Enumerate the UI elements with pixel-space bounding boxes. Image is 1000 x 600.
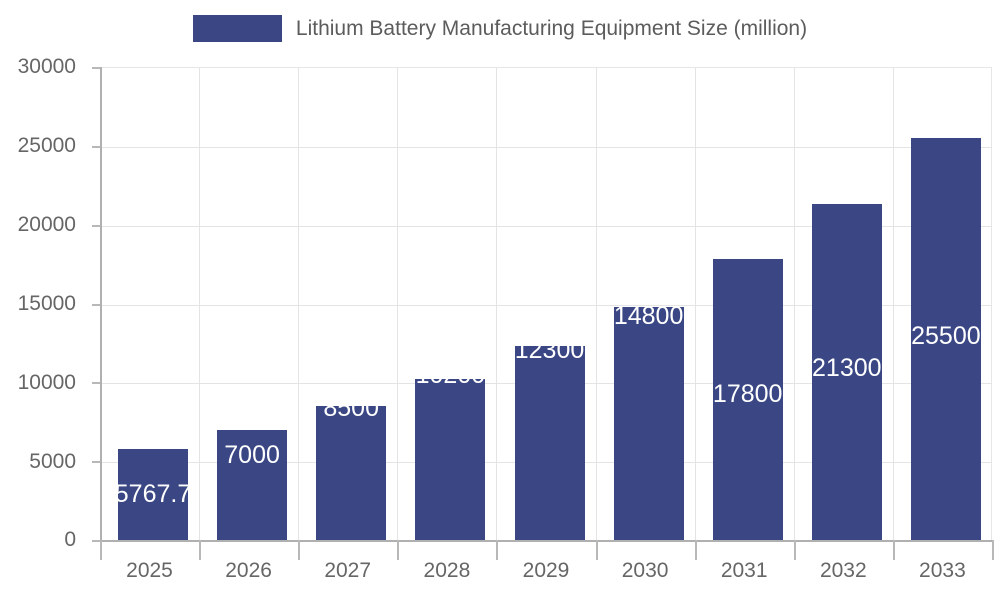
y-tick-mark xyxy=(92,303,100,306)
x-tick-label: 2027 xyxy=(324,559,372,582)
bar-2033[interactable] xyxy=(910,137,981,540)
x-tick-mark xyxy=(496,540,499,560)
x-tick-label: 2032 xyxy=(819,559,867,582)
gridline-vertical xyxy=(793,68,795,541)
legend-item-lithium-battery[interactable]: Lithium Battery Manufacturing Equipment … xyxy=(192,14,808,42)
gridline-vertical xyxy=(496,68,498,541)
bar-2026[interactable] xyxy=(217,429,288,540)
gridline-vertical xyxy=(199,68,201,541)
x-tick-label: 2028 xyxy=(423,559,471,582)
y-tick-label: 0 xyxy=(64,528,76,551)
y-tick-label: 5000 xyxy=(29,450,76,473)
x-tick-label: 2030 xyxy=(621,559,669,582)
y-tick-label: 25000 xyxy=(17,134,76,157)
chart-legend: Lithium Battery Manufacturing Equipment … xyxy=(0,0,1000,56)
y-tick-mark xyxy=(92,145,100,148)
x-tick-label: 2026 xyxy=(225,559,272,582)
x-tick-mark xyxy=(992,540,994,560)
legend-item-label: Lithium Battery Manufacturing Equipment … xyxy=(295,16,808,40)
x-axis-line xyxy=(100,540,992,542)
y-tick-mark xyxy=(92,382,100,385)
y-tick-mark xyxy=(92,461,100,464)
x-tick-label: 2031 xyxy=(720,559,768,582)
y-tick-mark xyxy=(92,540,100,542)
gridline-vertical xyxy=(892,68,894,541)
gridline-horizontal xyxy=(100,146,992,148)
x-tick-mark xyxy=(100,540,102,560)
x-tick-mark xyxy=(595,540,598,560)
bar-2029[interactable] xyxy=(514,346,585,540)
x-tick-mark xyxy=(793,540,796,560)
x-tick-mark xyxy=(892,540,895,560)
y-axis-labels: 30000 25000 20000 15000 10000 5000 0 xyxy=(0,0,88,600)
bar-2027[interactable] xyxy=(316,405,387,540)
bar-2025[interactable] xyxy=(118,449,188,540)
bar-2028[interactable] xyxy=(415,379,486,540)
x-tick-label: 2025 xyxy=(126,559,173,582)
gridline-vertical xyxy=(298,68,300,541)
x-tick-mark xyxy=(397,540,400,560)
x-tick-mark xyxy=(694,540,697,560)
y-tick-label: 15000 xyxy=(17,292,76,315)
gridline-horizontal xyxy=(100,304,992,306)
gridline-vertical xyxy=(694,68,696,541)
y-axis-line xyxy=(100,67,102,540)
x-tick-label: 2033 xyxy=(919,559,966,582)
gridline-horizontal xyxy=(100,225,992,227)
x-tick-mark xyxy=(298,540,301,560)
x-tick-label: 2029 xyxy=(522,559,570,582)
legend-color-swatch-icon xyxy=(192,14,282,42)
bar-2032[interactable] xyxy=(811,204,882,540)
bar-2030[interactable] xyxy=(613,306,684,540)
gridline-vertical xyxy=(397,68,399,541)
gridline-vertical xyxy=(595,68,597,541)
x-tick-mark xyxy=(199,540,202,560)
y-tick-label: 10000 xyxy=(17,371,76,394)
bar-2031[interactable] xyxy=(712,259,783,540)
y-tick-label: 30000 xyxy=(17,55,76,78)
y-tick-mark xyxy=(92,67,100,69)
y-tick-mark xyxy=(92,224,100,227)
y-tick-label: 20000 xyxy=(17,213,76,236)
